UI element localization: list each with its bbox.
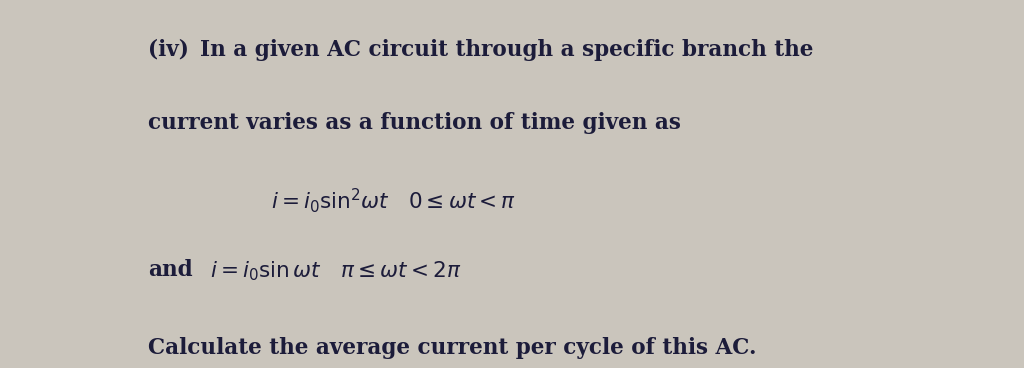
- Text: current varies as a function of time given as: current varies as a function of time giv…: [148, 112, 681, 134]
- Text: In a given AC circuit through a specific branch the: In a given AC circuit through a specific…: [200, 39, 813, 61]
- Text: (iv): (iv): [148, 39, 189, 61]
- Text: $i = i_0\mathrm{sin}\,\omega t \quad \pi \leq \omega t < 2\pi$: $i = i_0\mathrm{sin}\,\omega t \quad \pi…: [210, 259, 461, 283]
- Text: Calculate the average current per cycle of this AC.: Calculate the average current per cycle …: [148, 337, 757, 359]
- Text: $i = i_0\mathrm{sin}^2\omega t \quad 0 \leq \omega t < \pi$: $i = i_0\mathrm{sin}^2\omega t \quad 0 \…: [271, 186, 516, 215]
- Text: and: and: [148, 259, 194, 282]
